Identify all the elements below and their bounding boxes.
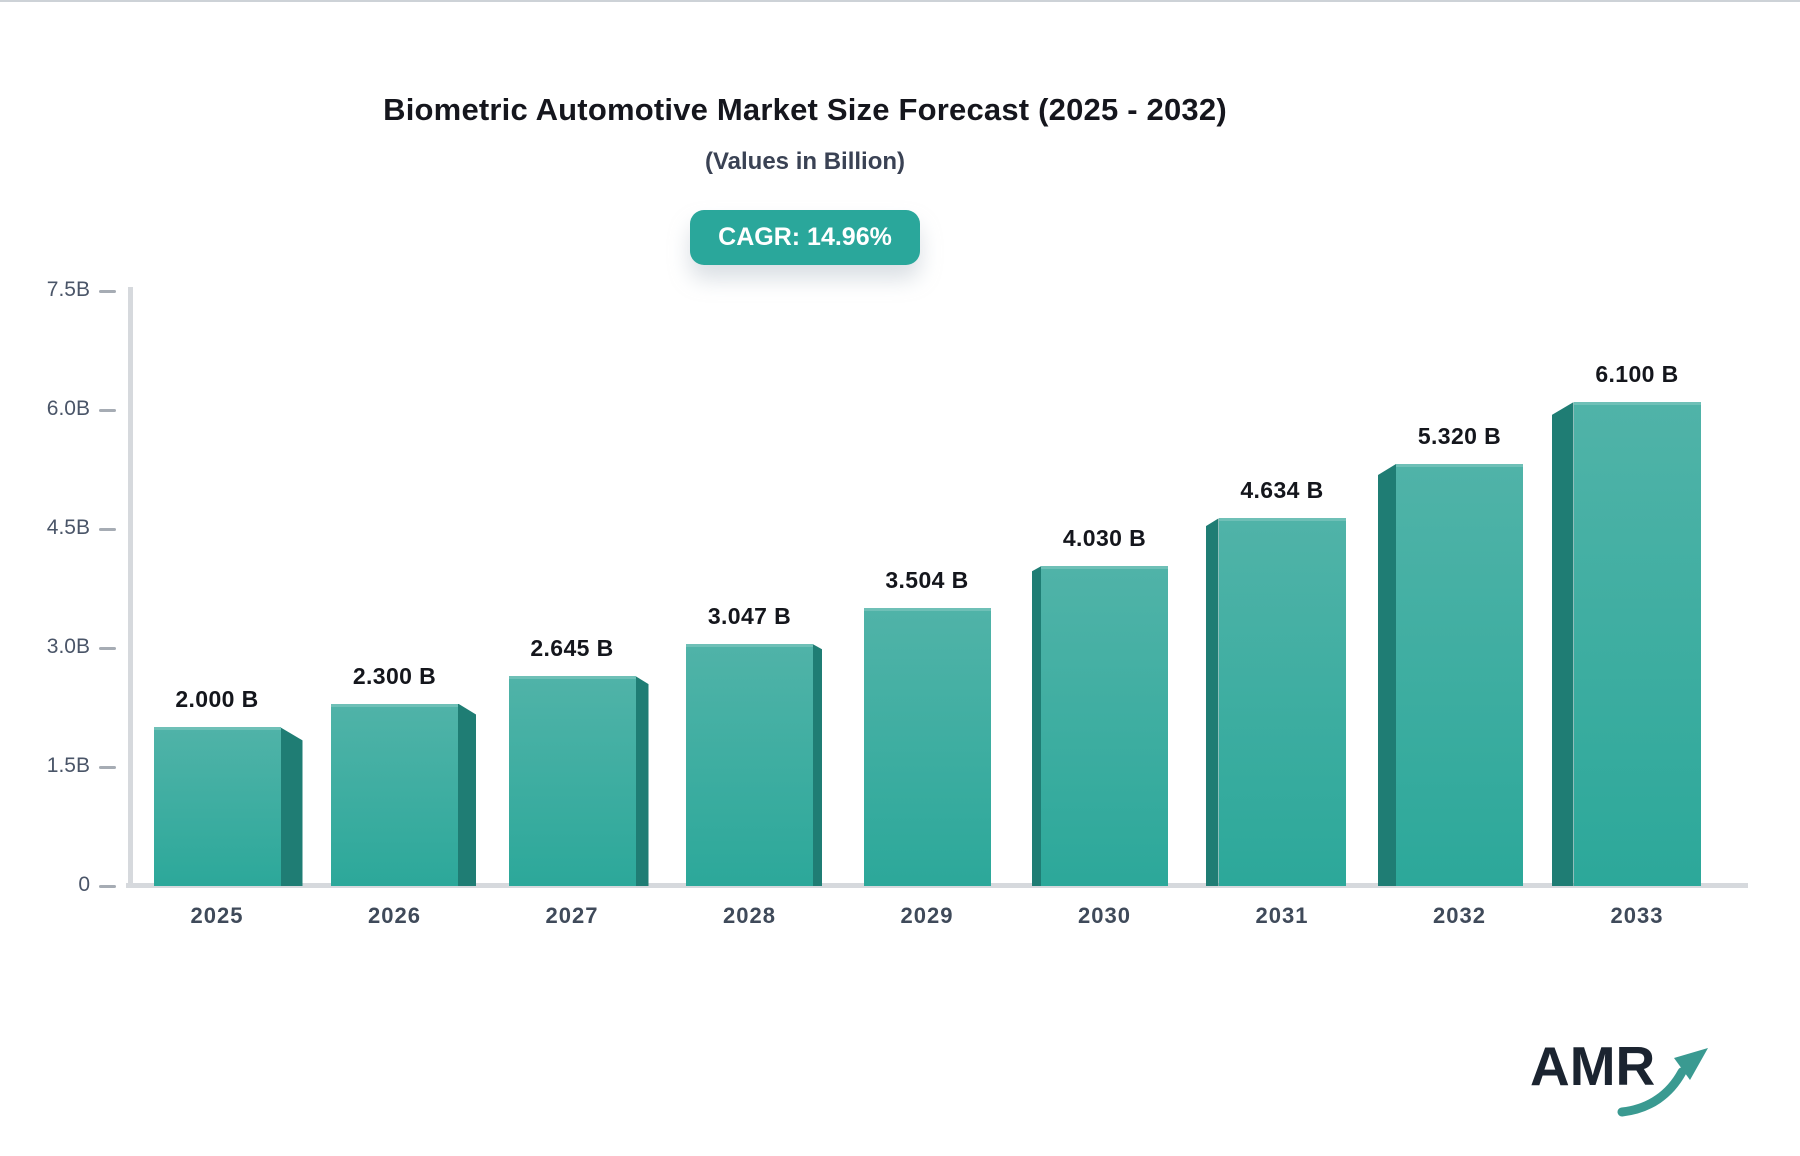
y-tick-label: 1.5B (46, 754, 90, 777)
y-tick-mark (99, 884, 116, 888)
page-subtitle: (Values in Billion) (704, 148, 906, 175)
bar-2029 (863, 608, 991, 886)
category-label: 2028 (723, 903, 776, 928)
chart-header: Biometric Automotive Market Size Forecas… (0, 92, 1610, 265)
bar-side-face (458, 703, 476, 886)
window-top-border (0, 0, 1800, 2)
bar-value-label: 4.634 B (1240, 477, 1324, 504)
bar-2031 (1218, 518, 1346, 886)
category-label: 2033 (1610, 903, 1664, 928)
y-tick-mark (99, 646, 116, 650)
bar-side-face (1551, 402, 1574, 886)
y-tick-mark (99, 408, 116, 412)
bar-2032 (1396, 463, 1523, 886)
bar-2030 (1041, 566, 1168, 886)
y-tick-label: 3.0B (46, 635, 90, 658)
y-tick-mark (99, 527, 116, 531)
category-label: 2025 (190, 903, 244, 928)
cagr-badge: CAGR: 14.96% (690, 210, 920, 265)
bar-side-face (813, 644, 822, 886)
bar-value-label: 4.030 B (1062, 525, 1147, 552)
y-tick-label: 7.5B (46, 278, 90, 301)
amr-logo: AMR (1530, 1036, 1720, 1120)
amr-logo-text: AMR (1530, 1035, 1656, 1097)
bar-2028 (686, 644, 813, 886)
bar-value-label: 2.300 B (352, 662, 437, 689)
y-tick-label: 0 (78, 873, 90, 896)
category-label: 2030 (1078, 903, 1131, 928)
category-label: 2032 (1433, 903, 1486, 928)
category-label: 2027 (545, 903, 599, 928)
category-label: 2026 (368, 903, 421, 928)
bar-side-face (280, 727, 303, 886)
page-title: Biometric Automotive Market Size Forecas… (383, 92, 1227, 127)
growth-arrow-icon (1617, 1048, 1708, 1117)
bar-value-label: 2.000 B (175, 686, 259, 713)
category-label: 2029 (900, 903, 954, 928)
bar-2033 (1573, 402, 1701, 886)
category-label: 2031 (1255, 903, 1309, 928)
bar-2027 (508, 676, 636, 886)
bar-value-label: 5.320 B (1417, 422, 1502, 449)
bar-2025 (153, 727, 281, 886)
bar-value-label: 2.645 B (530, 635, 614, 662)
bar-value-label: 3.047 B (707, 603, 792, 630)
bar-side-face (1378, 463, 1396, 886)
bar-value-label: 3.504 B (885, 567, 969, 594)
y-tick-label: 6.0B (46, 397, 90, 420)
y-tick-label: 4.5B (46, 516, 90, 539)
y-tick-mark (99, 765, 116, 769)
bar-side-face (635, 676, 649, 886)
bar-side-face (1205, 518, 1219, 886)
bar-side-face (1032, 566, 1041, 886)
bar-2026 (331, 703, 458, 886)
y-tick-mark (99, 289, 116, 293)
bar-value-label: 6.100 B (1595, 361, 1679, 388)
y-axis-line (128, 287, 133, 888)
